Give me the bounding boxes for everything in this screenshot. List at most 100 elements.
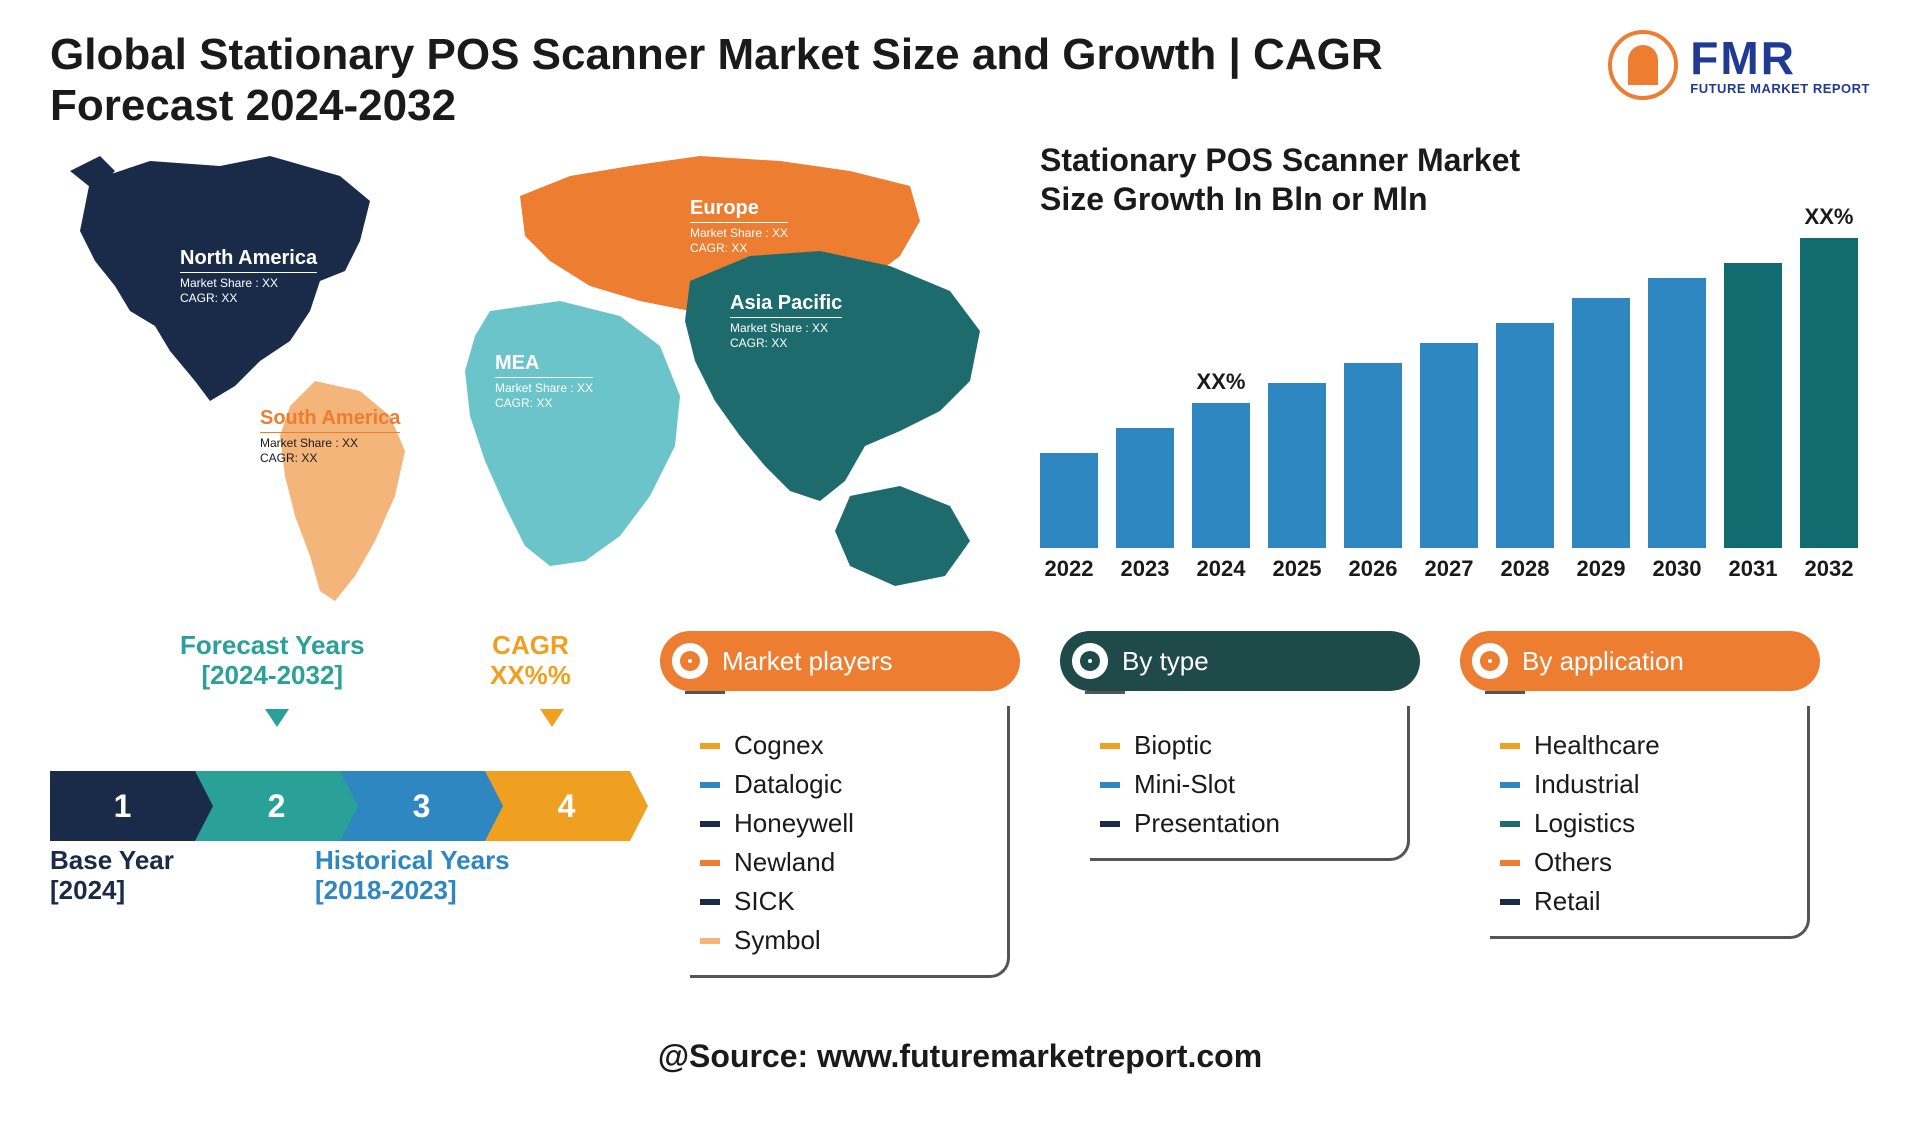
logo-text: FMR: [1690, 35, 1870, 81]
dash-icon: [1500, 743, 1520, 749]
category-body: Cognex Datalogic Honeywell Newland SICK Symbo…: [690, 706, 1010, 978]
bullet-icon: [672, 643, 708, 679]
bar: [1192, 403, 1250, 548]
header: Global Stationary POS Scanner Market Siz…: [0, 0, 1920, 141]
x-axis-label: 2030: [1648, 556, 1706, 582]
list-item-label: Industrial: [1534, 769, 1640, 800]
region-label-sa: South America Market Share : XX CAGR: XX: [260, 406, 400, 465]
x-axis-label: 2031: [1724, 556, 1782, 582]
bar-callout: XX%: [1197, 369, 1246, 395]
list-item-label: Presentation: [1134, 808, 1280, 839]
category-header: Market players: [660, 631, 1020, 691]
bar-2026: [1344, 363, 1402, 548]
dash-icon: [700, 782, 720, 788]
bullet-icon: [1072, 643, 1108, 679]
timeline: Forecast Years [2024-2032] CAGR XX%% 123…: [50, 631, 630, 978]
list-item-label: Healthcare: [1534, 730, 1660, 761]
timeline-label-cagr: CAGR XX%%: [490, 631, 571, 691]
bar: [1572, 298, 1630, 548]
list-item: Newland: [700, 843, 997, 882]
bar-2032: XX%: [1800, 238, 1858, 548]
bar-2023: [1116, 428, 1174, 548]
bar-2031: [1724, 263, 1782, 548]
category-header-text: By application: [1522, 646, 1684, 677]
list-item: Mini-Slot: [1100, 765, 1397, 804]
category-market-players: Market players Cognex Datalogic Honeywell Ne…: [660, 631, 1020, 978]
category-header-text: By type: [1122, 646, 1209, 677]
dash-icon: [700, 899, 720, 905]
timeline-label-hist: Historical Years [2018-2023]: [315, 846, 510, 906]
list-item: Logistics: [1500, 804, 1797, 843]
list-item-label: Mini-Slot: [1134, 769, 1235, 800]
x-axis-label: 2032: [1800, 556, 1858, 582]
dash-icon: [700, 860, 720, 866]
list-item-label: Others: [1534, 847, 1612, 878]
fmr-logo: FMR FUTURE MARKET REPORT: [1608, 30, 1870, 100]
list-item-label: Cognex: [734, 730, 824, 761]
bar: [1648, 278, 1706, 548]
list-item-label: Retail: [1534, 886, 1600, 917]
list-item: Datalogic: [700, 765, 997, 804]
x-axis-label: 2023: [1116, 556, 1174, 582]
dash-icon: [700, 938, 720, 944]
list-item: Industrial: [1500, 765, 1797, 804]
category-body: Healthcare Industrial Logistics Others Retai…: [1490, 706, 1810, 939]
dash-icon: [1100, 782, 1120, 788]
x-axis-label: 2022: [1040, 556, 1098, 582]
x-axis-label: 2024: [1192, 556, 1250, 582]
list-item: Retail: [1500, 882, 1797, 921]
chart-title: Stationary POS Scanner Market Size Growt…: [1040, 141, 1540, 218]
triangle-up-icon: [105, 816, 129, 834]
list-item-label: Newland: [734, 847, 835, 878]
dash-icon: [1500, 821, 1520, 827]
bar: [1496, 323, 1554, 548]
x-axis-label: 2029: [1572, 556, 1630, 582]
bar-2028: [1496, 323, 1554, 548]
bar-2022: [1040, 453, 1098, 548]
bar: [1116, 428, 1174, 548]
category-by-type: By type Bioptic Mini-Slot Presentation: [1060, 631, 1420, 978]
x-axis-label: 2027: [1420, 556, 1478, 582]
list-item: Honeywell: [700, 804, 997, 843]
timeline-label-base: Base Year [2024]: [50, 846, 174, 906]
bar: [1724, 263, 1782, 548]
list-item-label: Symbol: [734, 925, 821, 956]
category-body: Bioptic Mini-Slot Presentation: [1090, 706, 1410, 861]
dash-icon: [1100, 743, 1120, 749]
triangle-down-icon: [265, 709, 289, 727]
bar: [1268, 383, 1326, 548]
region-label-ap: Asia Pacific Market Share : XX CAGR: XX: [730, 291, 842, 350]
category-by-application: By application Healthcare Industrial Logist…: [1460, 631, 1820, 978]
list-item-label: SICK: [734, 886, 795, 917]
dash-icon: [1500, 860, 1520, 866]
bar: [1040, 453, 1098, 548]
list-item-label: Bioptic: [1134, 730, 1212, 761]
bar-callout: XX%: [1805, 204, 1854, 230]
category-header: By application: [1460, 631, 1820, 691]
list-item: Presentation: [1100, 804, 1397, 843]
timeline-segment-2: 2: [195, 771, 340, 841]
bullet-icon: [1472, 643, 1508, 679]
timeline-segment-4: 4: [485, 771, 630, 841]
list-item-label: Logistics: [1534, 808, 1635, 839]
region-label-na: North America Market Share : XX CAGR: XX: [180, 246, 317, 305]
list-item: Healthcare: [1500, 726, 1797, 765]
bar-2024: XX%: [1192, 403, 1250, 548]
world-map: North America Market Share : XX CAGR: XX…: [50, 141, 1000, 611]
list-item: Symbol: [700, 921, 997, 960]
source-footer: @Source: www.futuremarketreport.com: [0, 1038, 1920, 1075]
bar: [1420, 343, 1478, 548]
list-item: Others: [1500, 843, 1797, 882]
category-header-text: Market players: [722, 646, 893, 677]
x-axis-label: 2025: [1268, 556, 1326, 582]
list-item-label: Datalogic: [734, 769, 842, 800]
region-label-mea: MEA Market Share : XX CAGR: XX: [495, 351, 593, 410]
bar: [1344, 363, 1402, 548]
list-item: Bioptic: [1100, 726, 1397, 765]
growth-bar-chart: Stationary POS Scanner Market Size Growt…: [1000, 141, 1870, 611]
list-item: Cognex: [700, 726, 997, 765]
bar-2027: [1420, 343, 1478, 548]
category-header: By type: [1060, 631, 1420, 691]
page-title: Global Stationary POS Scanner Market Siz…: [50, 30, 1500, 131]
dash-icon: [1500, 899, 1520, 905]
